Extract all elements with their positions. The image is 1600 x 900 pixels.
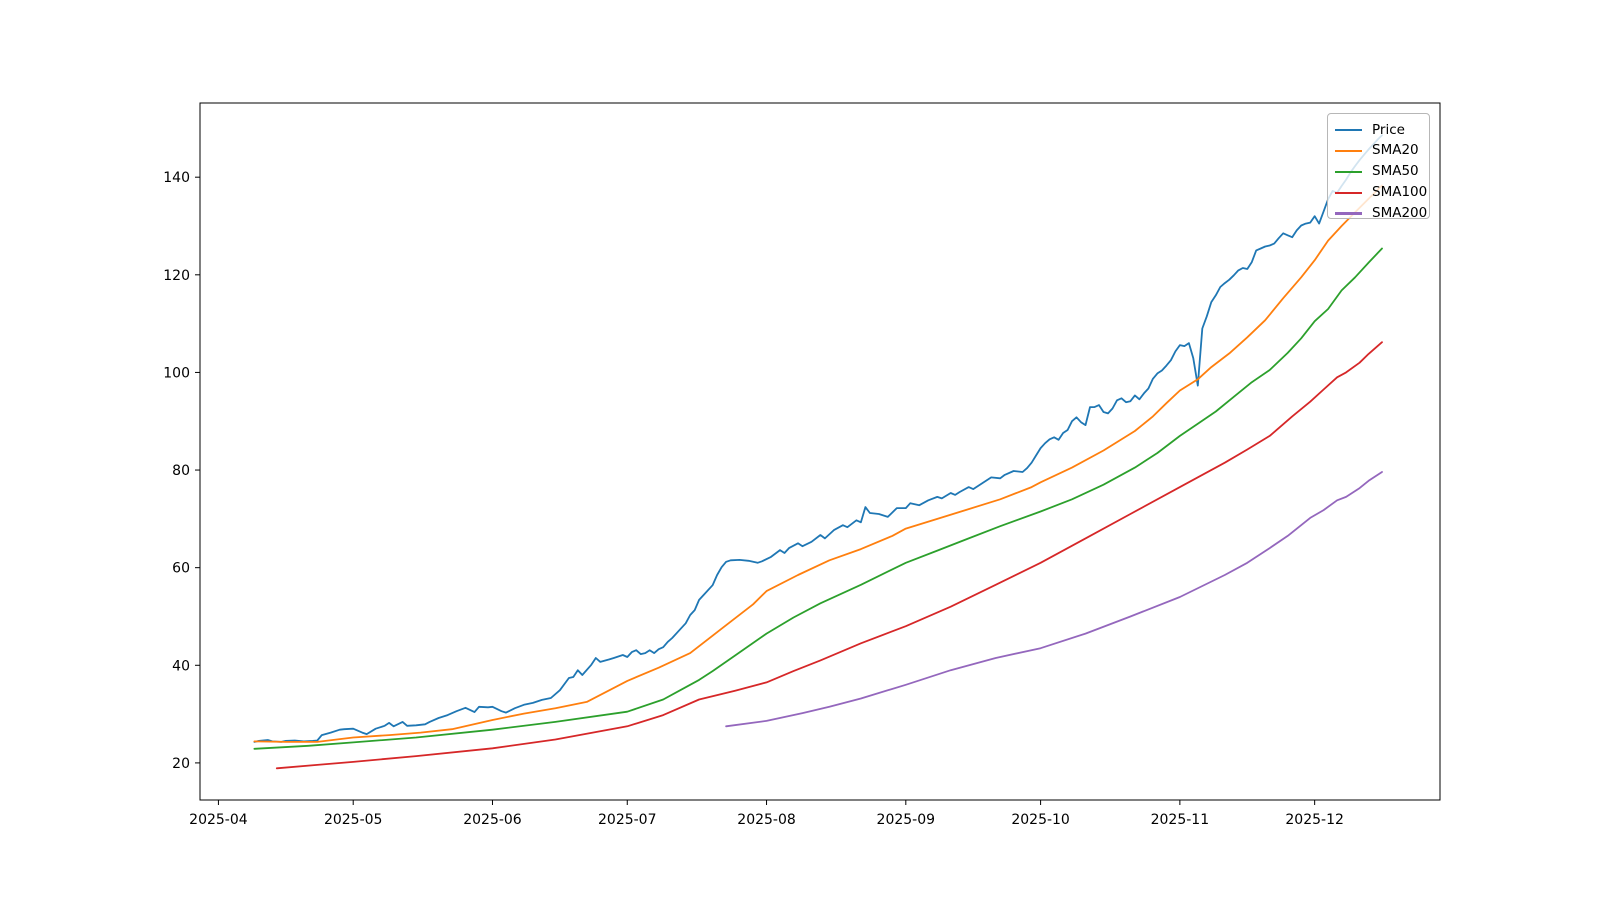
y-tick-label: 20: [172, 756, 190, 772]
sma50-line: [253, 247, 1383, 750]
sma200-line-swatch-icon: [1335, 212, 1362, 215]
y-tick-label: 60: [172, 561, 190, 577]
x-tick-label: 2025-04: [189, 812, 248, 828]
sma100-line-swatch-icon: [1335, 191, 1362, 194]
x-tick-label: 2025-08: [737, 812, 796, 828]
legend-item-price: Price: [1335, 120, 1421, 141]
x-tick-label: 2025-12: [1285, 812, 1344, 828]
sma50-line-swatch-icon: [1335, 170, 1362, 174]
legend-item-sma20: SMA20: [1335, 141, 1421, 162]
legend-label-sma200: SMA200: [1372, 204, 1428, 221]
legend-item-sma50: SMA50: [1335, 162, 1421, 183]
sma200-line: [725, 471, 1383, 728]
y-tick-label: 100: [163, 365, 190, 381]
price-line: [253, 134, 1383, 743]
x-tick-label: 2025-09: [877, 812, 936, 828]
legend-label-price: Price: [1372, 121, 1405, 138]
legend-item-sma100: SMA100: [1335, 182, 1427, 203]
x-tick-label: 2025-10: [1011, 812, 1070, 828]
legend-item-sma200: SMA200: [1335, 203, 1427, 224]
price-line-swatch-icon: [1335, 129, 1362, 132]
y-tick-label: 40: [172, 658, 190, 674]
sma20-line: [253, 184, 1383, 743]
sma100-line: [275, 341, 1383, 770]
y-tick-label: 80: [172, 463, 190, 479]
x-tick-label: 2025-07: [598, 812, 657, 828]
legend-label-sma100: SMA100: [1372, 184, 1428, 201]
y-tick-label: 120: [163, 268, 190, 284]
x-tick-label: 2025-05: [324, 812, 383, 828]
legend-label-sma50: SMA50: [1372, 163, 1419, 180]
axes-frame: [199, 102, 1441, 801]
sma20-line-swatch-icon: [1335, 150, 1362, 153]
legend-label-sma20: SMA20: [1372, 142, 1419, 159]
y-tick-label: 140: [163, 170, 190, 186]
x-tick-label: 2025-06: [463, 812, 522, 828]
chart-legend: Price SMA20 SMA50 SMA100 SMA200: [1327, 113, 1430, 219]
x-tick-label: 2025-11: [1151, 812, 1210, 828]
